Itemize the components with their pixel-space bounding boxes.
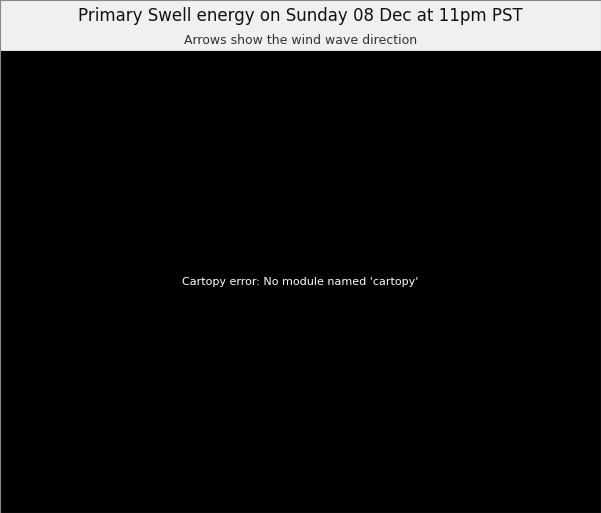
Text: Primary Swell energy on Sunday 08 Dec at 11pm PST: Primary Swell energy on Sunday 08 Dec at… — [78, 7, 523, 26]
Text: Cartopy error: No module named 'cartopy': Cartopy error: No module named 'cartopy' — [182, 277, 419, 287]
Text: Arrows show the wind wave direction: Arrows show the wind wave direction — [184, 33, 417, 47]
